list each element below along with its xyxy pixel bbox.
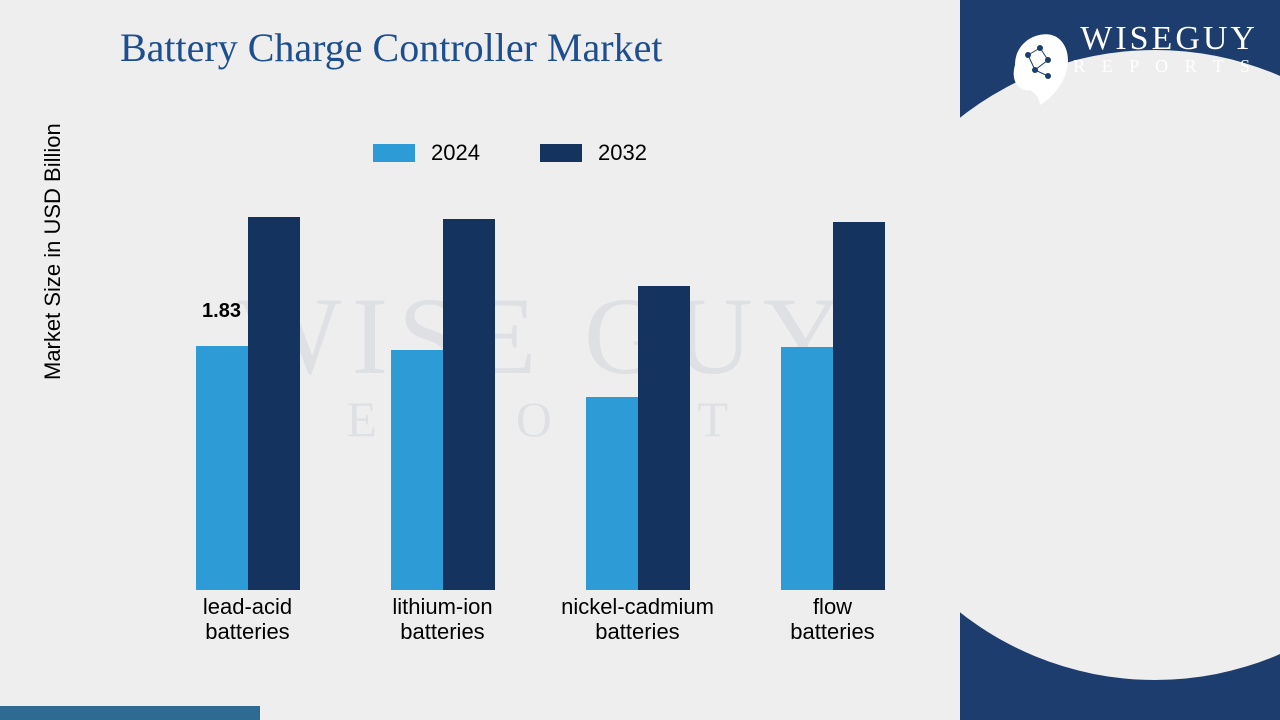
legend-swatch <box>540 144 582 162</box>
legend-label: 2032 <box>598 140 647 166</box>
legend-swatch <box>373 144 415 162</box>
plot-area: 1.83 <box>150 190 930 590</box>
y-axis-label: Market Size in USD Billion <box>40 123 66 380</box>
legend: 2024 2032 <box>90 140 930 166</box>
logo-line1: WISEGUY <box>1073 20 1258 58</box>
chart-title: Battery Charge Controller Market <box>120 24 662 71</box>
bar <box>833 222 885 590</box>
logo-line2: R E P O R T S <box>1073 56 1256 77</box>
x-axis-label: nickel-cadmiumbatteries <box>548 594 728 645</box>
legend-item-2024: 2024 <box>373 140 480 166</box>
chart: Market Size in USD Billion 2024 2032 1.8… <box>90 140 930 670</box>
x-axis-label: lithium-ionbatteries <box>353 594 533 645</box>
legend-item-2032: 2032 <box>540 140 647 166</box>
canvas: WISEGUY R E P O R T S Battery Charge Con… <box>0 0 1280 720</box>
x-axis: lead-acidbatteries lithium-ionbatteries ni… <box>150 594 930 650</box>
bar <box>443 219 495 590</box>
logo-text: WISEGUY R E P O R T S <box>1073 20 1258 77</box>
bar <box>638 286 690 590</box>
bar <box>586 397 638 590</box>
bar <box>248 217 300 590</box>
bar <box>196 346 248 590</box>
logo-head-icon <box>1000 20 1080 110</box>
bar-value-label: 1.83 <box>202 300 241 323</box>
legend-label: 2024 <box>431 140 480 166</box>
x-axis-label: flowbatteries <box>743 594 923 645</box>
x-axis-label: lead-acidbatteries <box>158 594 338 645</box>
bar <box>781 347 833 590</box>
bar <box>391 350 443 590</box>
footer-accent-bar <box>0 706 260 720</box>
